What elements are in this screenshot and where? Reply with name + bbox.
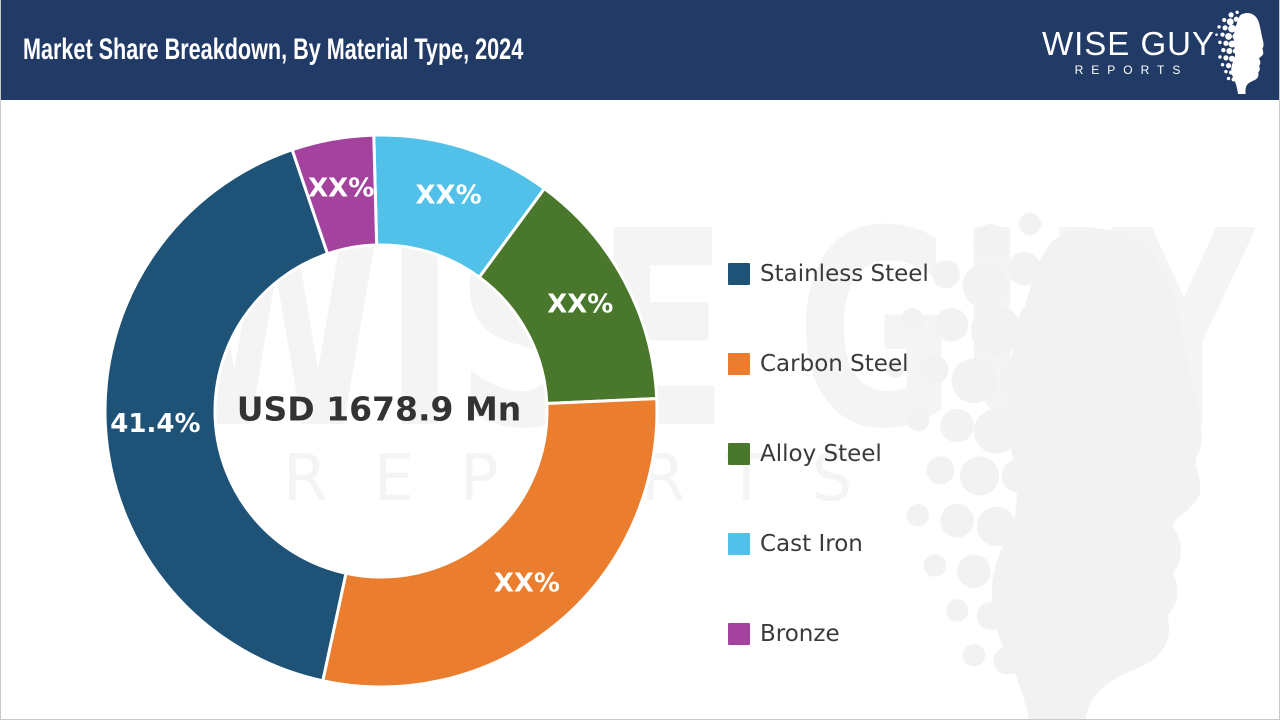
legend-swatch-cast-iron [728,533,750,555]
legend-item-stainless-steel: Stainless Steel [728,261,929,287]
watermark-face-icon [887,212,1202,719]
logo-wordmark: WISE GUY [1041,24,1215,62]
slice-label-carbon-steel: XX% [494,569,560,599]
slice-label-alloy-steel: XX% [547,289,613,319]
legend-label: Bronze [760,621,840,647]
chart-legend: Stainless Steel Carbon Steel Alloy Steel Ca… [728,261,929,647]
slice-label-bronze: XX% [308,174,374,204]
legend-swatch-stainless-steel [728,263,750,285]
logo-subtitle: REPORTS [1074,62,1189,77]
legend-item-alloy-steel: Alloy Steel [728,441,929,467]
donut-slice-carbon-steel [320,397,659,689]
donut-slice-bronze [290,133,379,256]
legend-item-carbon-steel: Carbon Steel [728,351,929,377]
page-title: Market Share Breakdown, By Material Type… [23,33,524,66]
legend-swatch-bronze [728,623,750,645]
legend-label: Carbon Steel [760,351,909,377]
donut-chart: XX% XX% XX% 41.4% XX% USD 1678.9 Mn [103,133,659,689]
center-value: USD 1678.9 Mn [237,390,522,429]
wiseguy-face-icon [1215,10,1264,94]
legend-swatch-alloy-steel [728,443,750,465]
wiseguy-logo: WISE GUY REPORTS [1042,8,1267,94]
legend-item-cast-iron: Cast Iron [728,531,929,557]
legend-label: Cast Iron [760,531,863,557]
legend-label: Stainless Steel [760,261,929,287]
donut-slice-stainless-steel [103,147,348,683]
slice-label-stainless-steel: 41.4% [110,409,200,439]
slice-label-cast-iron: XX% [416,180,482,210]
header-bar: Market Share Breakdown, By Material Type… [1,0,1279,100]
legend-label: Alloy Steel [760,441,882,467]
legend-swatch-carbon-steel [728,353,750,375]
legend-item-bronze: Bronze [728,621,929,647]
